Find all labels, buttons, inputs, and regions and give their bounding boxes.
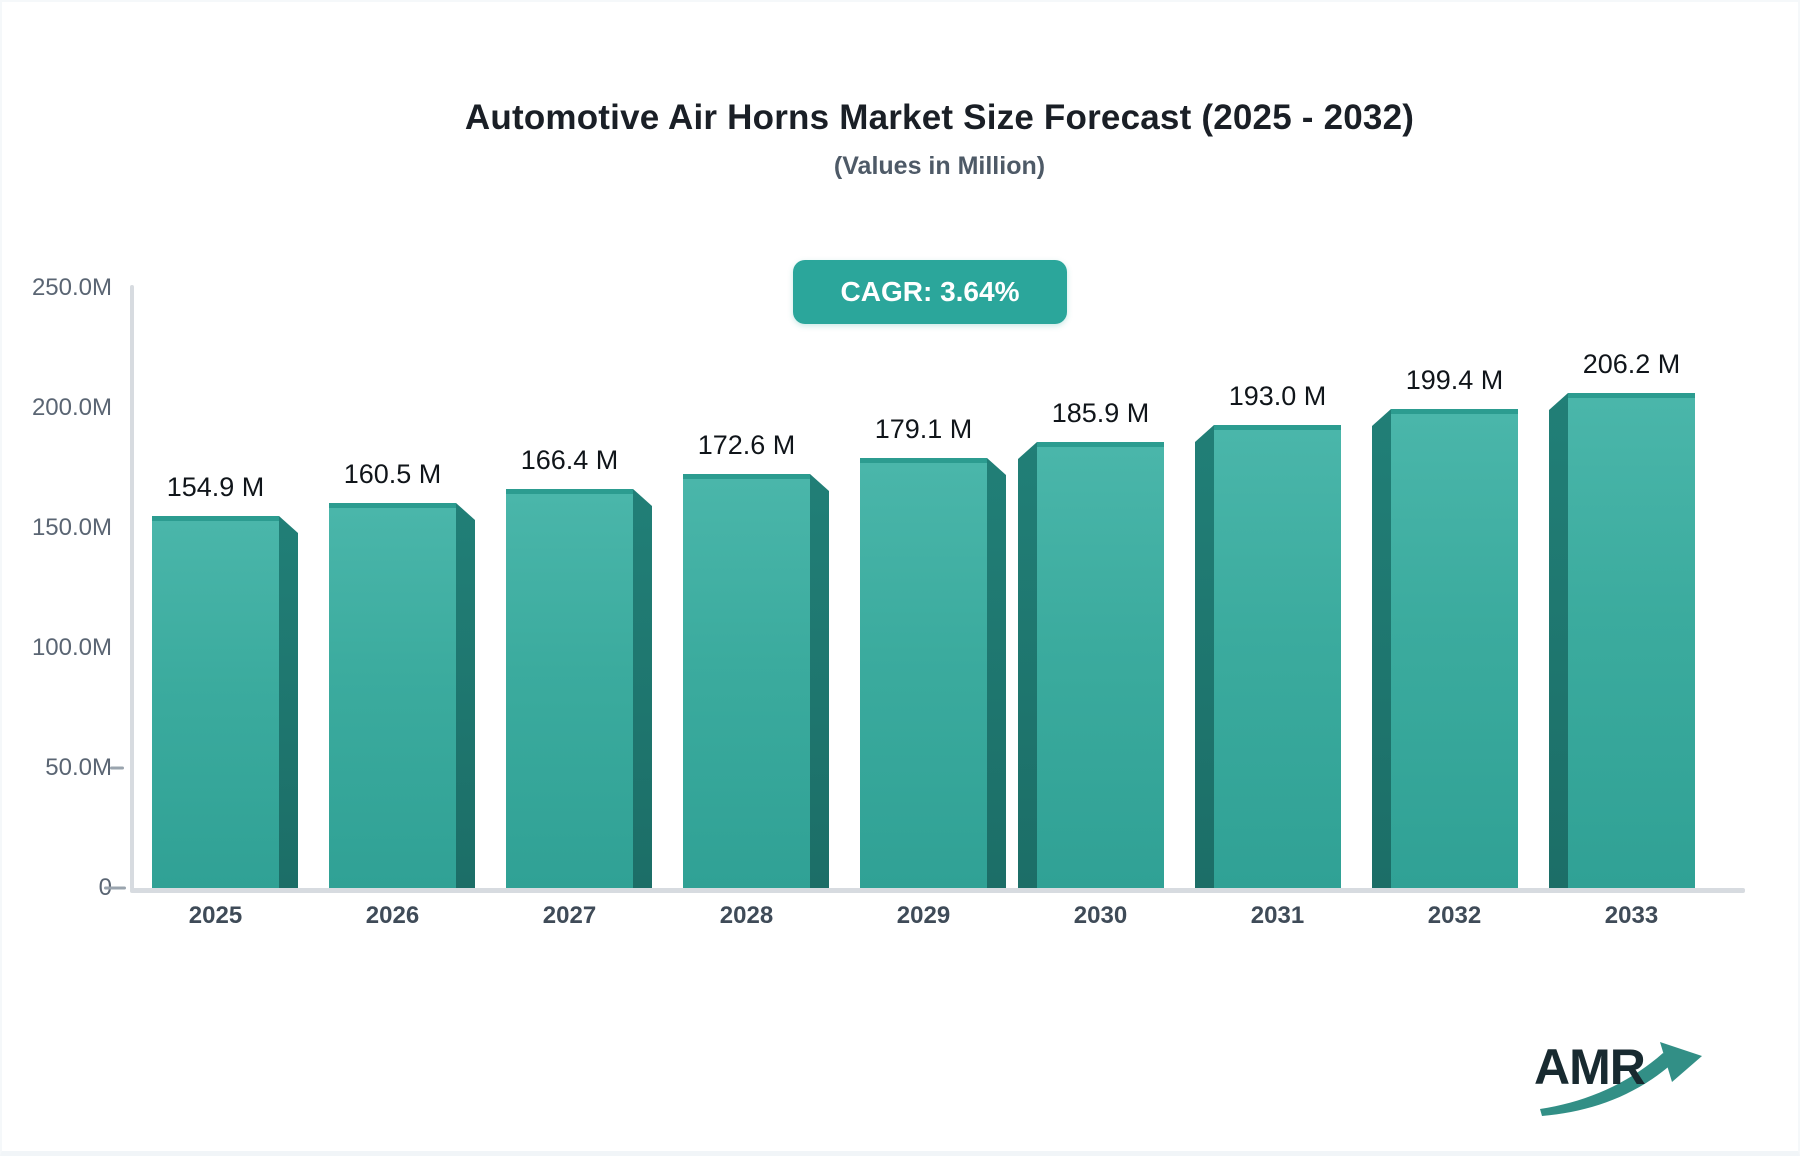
cagr-badge-label: CAGR: 3.64% [840, 276, 1020, 307]
y-axis-label: 0 [12, 874, 112, 902]
x-axis-label-2031: 2031 [1250, 902, 1305, 929]
bar-side-face [1195, 425, 1214, 888]
bar-value-label: 166.4 M [520, 445, 619, 475]
bar-2031 [1214, 425, 1341, 888]
amr-logo-text: AMR [1534, 1039, 1646, 1095]
y-axis-label: 50.0M [45, 754, 112, 781]
x-axis-label-2027: 2027 [542, 902, 597, 929]
bar-2028 [683, 474, 810, 888]
y-axis-label: 250.0M [31, 274, 112, 301]
x-axis-label-2029: 2029 [896, 902, 951, 929]
bar-value-label: 185.9 M [1051, 398, 1150, 428]
y-axis-label: 150.0M [31, 514, 112, 541]
bar-side-face [987, 458, 1006, 888]
x-axis-label-2028: 2028 [719, 902, 774, 929]
page-title: Automotive Air Horns Market Size Forecas… [464, 98, 1415, 137]
amr-logo-arrow-icon [1540, 1042, 1702, 1116]
bar-value-label: 206.2 M [1582, 349, 1681, 379]
x-axis-label-2032: 2032 [1427, 902, 1482, 929]
bar-side-face [1372, 409, 1391, 888]
bar-2030 [1037, 442, 1164, 888]
bar-side-face [633, 489, 652, 888]
bar-value-label: 154.9 M [166, 472, 265, 502]
bar-side-face [279, 516, 298, 888]
x-axis-label-2025: 2025 [188, 902, 243, 929]
bar-value-label: 193.0 M [1228, 381, 1327, 411]
bar-2027 [506, 489, 633, 888]
bar-side-face [1549, 393, 1568, 888]
page-subtitle: (Values in Million) [833, 152, 1046, 180]
bar-value-label: 179.1 M [874, 414, 973, 444]
bar-value-label: 172.6 M [697, 430, 796, 460]
bar-side-face [456, 503, 475, 888]
bar-side-face [1018, 442, 1037, 888]
y-axis-line [130, 285, 134, 890]
x-axis-baseline [130, 888, 1745, 893]
bar-value-label: 160.5 M [343, 459, 442, 489]
bar-2026 [329, 503, 456, 888]
bar-value-label: 199.4 M [1405, 365, 1504, 395]
bar-side-face [810, 474, 829, 888]
x-axis-label-2033: 2033 [1604, 902, 1659, 929]
y-axis-label: 200.0M [31, 394, 112, 421]
bar-2029 [860, 458, 987, 888]
cagr-badge: CAGR: 3.64% [793, 260, 1067, 324]
y-axis-tick [104, 886, 126, 890]
x-axis-label-2030: 2030 [1073, 902, 1128, 929]
x-axis-label-2026: 2026 [365, 902, 420, 929]
amr-logo: AMR [1524, 1030, 1734, 1130]
y-axis-tick [110, 766, 124, 770]
bar-2032 [1391, 409, 1518, 888]
bar-2025 [152, 516, 279, 888]
y-axis-label: 100.0M [31, 634, 112, 661]
bar-2033 [1568, 393, 1695, 888]
